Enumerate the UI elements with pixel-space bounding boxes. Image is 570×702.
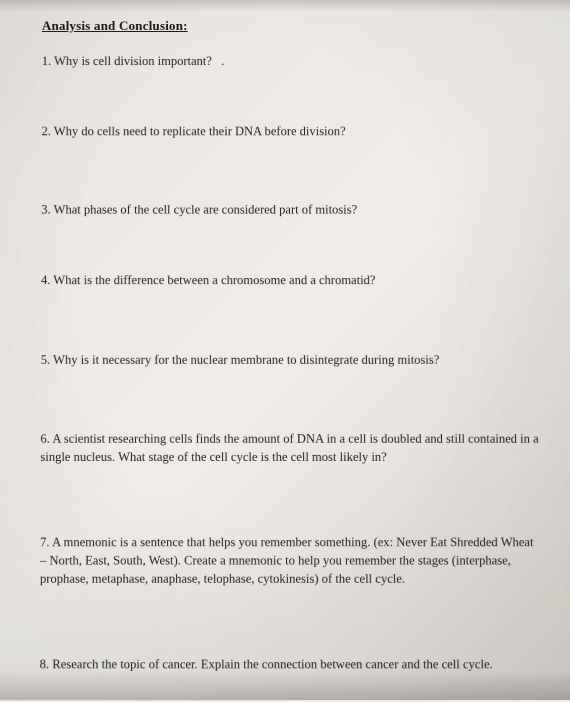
answer-space	[42, 78, 539, 122]
handwritten-mark: .	[215, 54, 224, 68]
question-1: 1. Why is cell division important? .	[42, 52, 539, 70]
question-5: 5. Why is it necessary for the nuclear m…	[41, 350, 540, 368]
question-2: 2. Why do cells need to replicate their …	[42, 122, 539, 140]
question-4: 4. What is the difference between a chro…	[41, 271, 539, 289]
question-number: 3.	[41, 203, 50, 217]
question-number: 4.	[41, 273, 50, 287]
question-text: A scientist researching cells finds the …	[40, 431, 538, 464]
question-number: 5.	[41, 352, 50, 366]
answer-space	[41, 298, 540, 350]
question-text: Why do cells need to replicate their DNA…	[54, 124, 346, 138]
answer-space	[41, 227, 539, 271]
worksheet-page: Analysis and Conclusion: 1. Why is cell …	[0, 0, 570, 702]
question-text: Why is it necessary for the nuclear memb…	[53, 352, 439, 366]
answer-space	[40, 474, 540, 533]
answer-space	[41, 149, 538, 201]
question-text: Why is cell division important?	[54, 54, 212, 68]
answer-space	[40, 377, 539, 430]
question-number: 2.	[42, 124, 51, 138]
question-text: What is the difference between a chromos…	[53, 273, 375, 287]
question-7: 7. A mnemonic is a sentence that helps y…	[40, 533, 540, 588]
question-number: 1.	[42, 54, 51, 68]
question-8: 8. Research the topic of cancer. Explain…	[40, 655, 541, 673]
question-number: 7.	[40, 535, 49, 549]
question-3: 3. What phases of the cell cycle are con…	[41, 201, 539, 219]
question-text: Research the topic of cancer. Explain th…	[52, 657, 493, 671]
answer-space	[40, 596, 541, 655]
question-number: 6.	[40, 431, 49, 445]
question-text: What phases of the cell cycle are consid…	[54, 203, 358, 217]
question-text: A mnemonic is a sentence that helps you …	[40, 535, 534, 586]
question-6: 6. A scientist researching cells finds t…	[40, 429, 539, 466]
question-number: 8.	[40, 657, 50, 671]
section-heading: Analysis and Conclusion:	[42, 18, 538, 34]
